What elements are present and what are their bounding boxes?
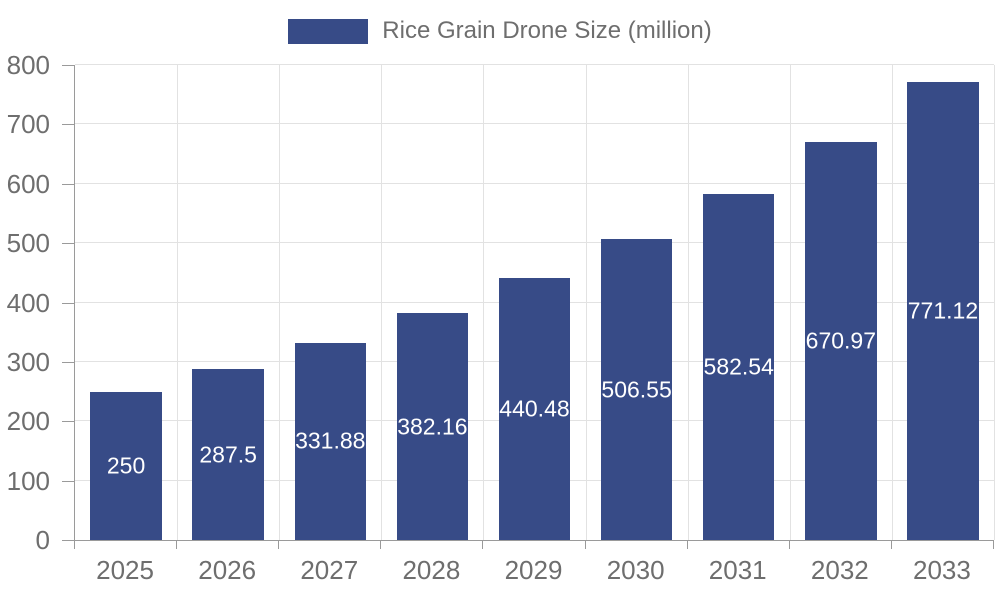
v-gridline [994,65,995,540]
x-axis-label-2032: 2032 [810,555,869,585]
bar-value-label: 582.54 [703,353,774,380]
bar-value-label: 382.16 [397,413,468,440]
plot-area: 250 287.5 331.88 382.16 440.48 506.55 582.54 67… [74,64,995,541]
y-axis-tick [62,124,74,126]
v-gridline [279,65,281,540]
bar-2030[interactable]: 506.55 [600,239,673,540]
y-axis-tick [62,65,74,66]
x-axis-tick [890,541,892,549]
bar-value-label: 250 [106,452,146,479]
bar-2026[interactable]: 287.5 [192,369,264,540]
v-gridline [483,65,485,540]
x-axis-tick [278,541,280,549]
x-axis-label-2027: 2027 [300,555,359,585]
legend-swatch [288,18,369,44]
bar-value-label: 331.88 [295,427,366,454]
h-gridline [75,64,994,65]
bar-2029[interactable]: 440.48 [498,278,571,540]
bar-value-label: 771.12 [907,297,979,324]
bar-value-label: 287.5 [199,441,257,468]
v-gridline [789,65,791,540]
v-gridline [381,65,383,540]
y-axis-tick [62,540,74,541]
x-axis-label-2029: 2029 [504,555,563,585]
x-axis-label-2031: 2031 [708,555,767,585]
x-axis-label-2025: 2025 [96,555,154,585]
x-axis-label-2028: 2028 [402,555,461,585]
y-axis-tick-label: 100 [6,465,50,496]
x-axis-tick [482,541,484,549]
h-gridline [75,182,994,184]
y-axis-tick [62,480,74,482]
y-axis-tick [62,243,74,245]
bar-2027[interactable]: 331.88 [294,342,366,540]
x-axis-tick [584,541,586,549]
v-gridline [891,65,893,540]
v-gridline [585,65,587,540]
x-axis-tick [176,541,178,549]
y-axis-tick [62,183,74,185]
y-axis-tick-label: 300 [6,346,50,377]
y-axis-tick-label: 700 [6,109,50,140]
y-axis-tick-label: 400 [6,287,50,318]
y-axis-tick [62,302,74,304]
y-axis-tick [62,421,74,423]
bar-value-label: 506.55 [601,376,672,403]
bar-value-label: 670.97 [805,327,877,354]
x-axis-tick [74,541,75,549]
y-axis-tick-label: 200 [6,406,50,437]
bar-value-label: 440.48 [499,395,570,422]
y-axis-tick-label: 800 [6,50,50,80]
x-axis-label-2033: 2033 [913,555,971,585]
v-gridline [687,65,689,540]
h-gridline [75,242,994,244]
bar-2033[interactable]: 771.12 [907,82,979,540]
x-axis-tick [993,541,994,549]
x-axis-label-2026: 2026 [198,555,257,585]
bar-2028[interactable]: 382.16 [396,313,469,540]
y-axis-tick [62,361,74,363]
bar-2031[interactable]: 582.54 [702,194,775,540]
y-axis-tick-label: 600 [6,168,50,199]
x-axis-label-2030: 2030 [606,555,665,585]
x-axis-tick [380,541,382,549]
bar-2025[interactable]: 250 [90,391,162,540]
v-gridline [177,65,179,540]
x-axis-tick [788,541,790,549]
legend-item[interactable]: Rice Grain Drone Size (million) [0,17,1000,45]
bar-2032[interactable]: 670.97 [805,141,877,540]
y-axis-tick-label: 500 [6,228,50,259]
h-gridline [75,123,994,125]
legend-label: Rice Grain Drone Size (million) [382,17,712,44]
x-axis-tick [686,541,688,549]
y-axis-tick-label: 0 [35,525,50,555]
